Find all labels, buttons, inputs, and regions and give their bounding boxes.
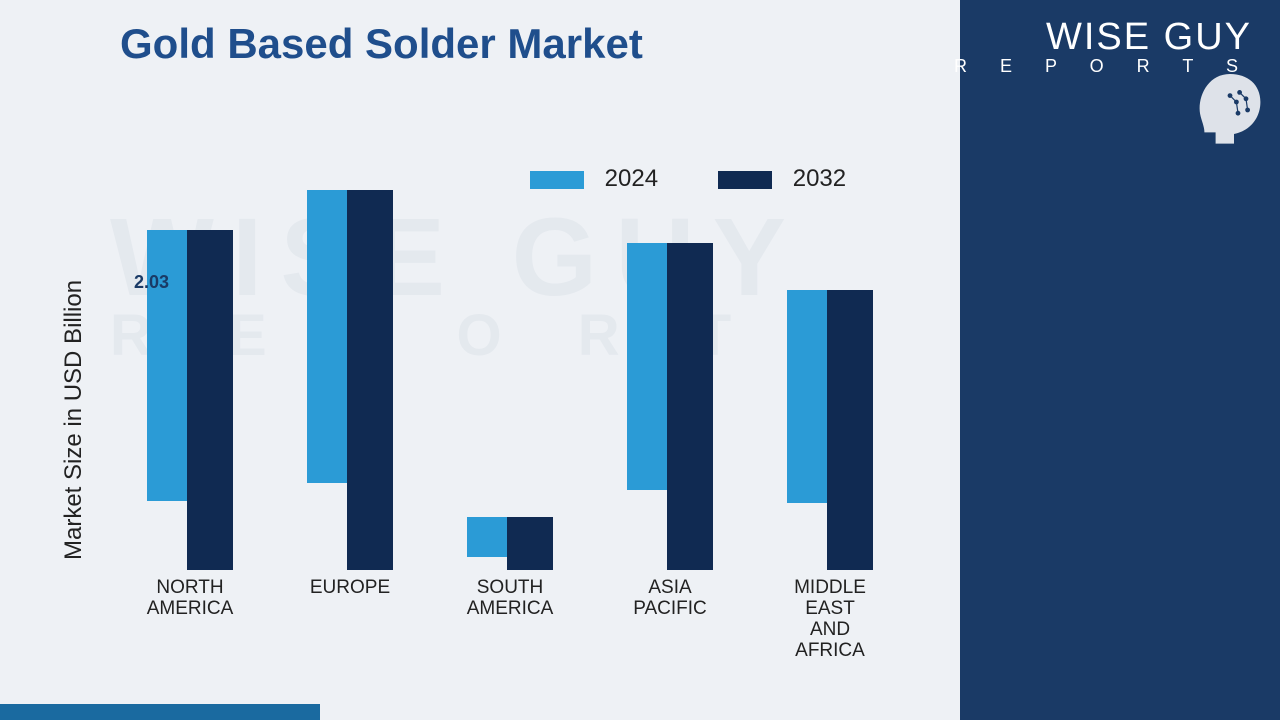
x-label-north_america: NORTHAMERICA: [125, 578, 255, 620]
bar-group-asia_pacific: ASIAPACIFIC: [610, 243, 730, 570]
value-label-north_america: 2.03: [134, 272, 169, 293]
bar-2032-north_america: [187, 230, 233, 570]
bar-2032-south_america: [507, 517, 553, 570]
logo-line1: WISE GUY: [954, 20, 1252, 54]
plot-area: 2.03NORTHAMERICA EUROPE SOUTHAMERICA ASIAPA…: [120, 170, 920, 570]
head-icon: [1190, 70, 1270, 150]
x-label-asia_pacific: ASIAPACIFIC: [605, 578, 735, 620]
bar-group-south_america: SOUTHAMERICA: [450, 517, 570, 570]
chart-title: Gold Based Solder Market: [120, 20, 643, 68]
bottom-accent-bar: [0, 704, 320, 720]
bar-group-meafr: MIDDLEEASTANDAFRICA: [770, 290, 890, 570]
bar-2032-meafr: [827, 290, 873, 570]
x-label-europe: EUROPE: [285, 578, 415, 599]
chart-canvas: WISE GUY R E P O R T S Gold Based Solder…: [0, 0, 1280, 720]
x-label-south_america: SOUTHAMERICA: [445, 578, 575, 620]
y-axis-label: Market Size in USD Billion: [60, 280, 88, 560]
x-label-meafr: MIDDLEEASTANDAFRICA: [765, 578, 895, 662]
bar-2032-europe: [347, 190, 393, 570]
bar-2032-asia_pacific: [667, 243, 713, 570]
brand-logo: WISE GUY R E P O R T S: [954, 20, 1252, 77]
bar-group-europe: EUROPE: [290, 190, 410, 570]
bar-group-north_america: 2.03NORTHAMERICA: [130, 230, 250, 570]
